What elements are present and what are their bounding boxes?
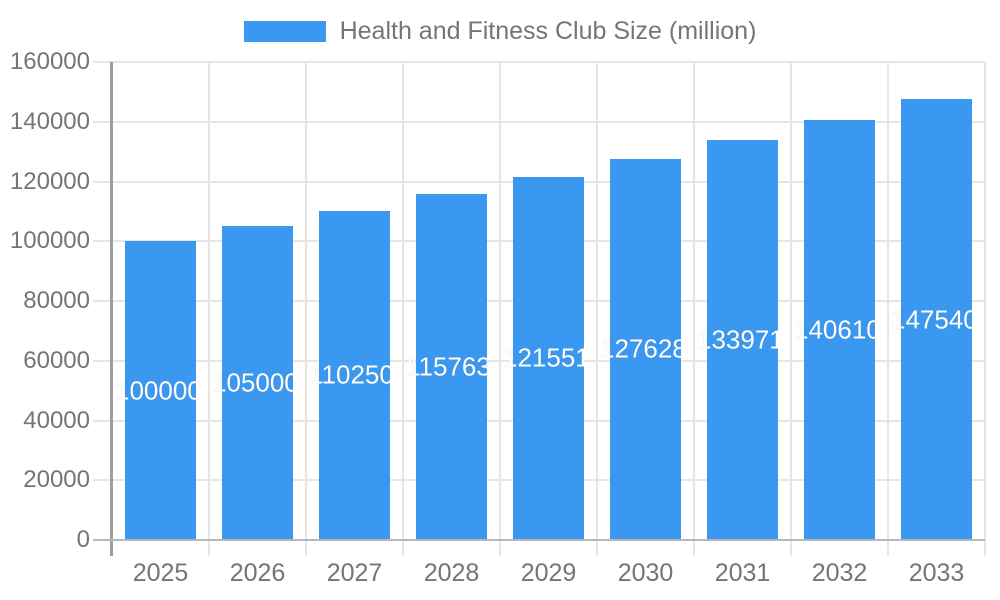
v-gridline (693, 62, 695, 540)
x-axis-tick (887, 540, 889, 556)
x-axis-tick (984, 540, 986, 556)
v-gridline (887, 62, 889, 540)
x-axis-tick-label: 2029 (520, 559, 577, 587)
x-axis-tick (790, 540, 792, 556)
x-axis-tick (402, 540, 404, 556)
bar-2029[interactable]: 121551 (503, 176, 584, 540)
y-axis-tick-label: 120000 (9, 167, 90, 195)
bar-value-label: 140610 (794, 314, 875, 345)
y-axis-tick-label: 0 (76, 526, 90, 553)
x-axis-tick-label: 2030 (617, 559, 674, 587)
x-axis-tick (208, 540, 210, 556)
bar-2033[interactable]: 147540 (891, 99, 972, 540)
h-gridline (93, 61, 985, 63)
bar-2027[interactable]: 110250 (309, 210, 390, 540)
y-axis-tick-label: 160000 (9, 48, 90, 75)
bar-value-label: 100000 (115, 375, 196, 406)
x-axis-tick (693, 540, 695, 556)
y-axis-tick-label: 140000 (9, 107, 90, 135)
y-axis-tick-label: 20000 (23, 466, 90, 494)
x-axis-tick (596, 540, 598, 556)
x-axis-tick-label: 2025 (132, 559, 189, 587)
bar-2028[interactable]: 115763 (406, 194, 487, 540)
legend-series-label: Health and Fitness Club Size (million) (339, 17, 757, 45)
v-gridline (499, 62, 501, 540)
bar-2026[interactable]: 105000 (212, 226, 293, 540)
y-axis-tick-label: 80000 (23, 287, 90, 314)
bar-value-label: 127628 (600, 333, 681, 364)
bar-value-label: 110250 (309, 359, 390, 390)
bar-value-label: 105000 (212, 367, 293, 398)
x-axis-tick (499, 540, 501, 556)
v-gridline (790, 62, 792, 540)
x-axis-tick (305, 540, 307, 556)
legend-swatch (243, 21, 326, 42)
y-axis-tick-label: 40000 (23, 406, 90, 434)
v-gridline (402, 62, 404, 540)
bar-2025[interactable]: 100000 (115, 241, 196, 540)
x-axis-tick-label: 2033 (908, 559, 965, 587)
bar-value-label: 133971 (697, 324, 778, 355)
bar-value-label: 115763 (406, 351, 487, 382)
h-gridline (93, 120, 985, 123)
bar-2030[interactable]: 127628 (600, 158, 681, 540)
x-axis-tick-label: 2032 (811, 559, 868, 587)
v-gridline (984, 62, 986, 540)
bar-value-label: 121551 (503, 342, 584, 373)
x-axis-baseline (93, 539, 985, 541)
bar-value-label: 147540 (891, 304, 972, 335)
v-gridline (305, 62, 307, 540)
x-axis-tick-label: 2026 (229, 559, 286, 587)
x-axis-tick-label: 2027 (326, 559, 383, 587)
x-axis-tick-label: 2028 (423, 559, 480, 587)
y-axis-tick-label: 100000 (9, 227, 90, 255)
y-axis-line (110, 62, 113, 556)
y-axis-tick-label: 60000 (23, 346, 90, 374)
x-axis-tick-label: 2031 (714, 559, 771, 587)
legend: Health and Fitness Club Size (million) (0, 17, 1000, 46)
v-gridline (208, 62, 210, 540)
bar-2032[interactable]: 140610 (794, 119, 875, 540)
bar-2031[interactable]: 133971 (697, 139, 778, 540)
v-gridline (596, 62, 598, 540)
